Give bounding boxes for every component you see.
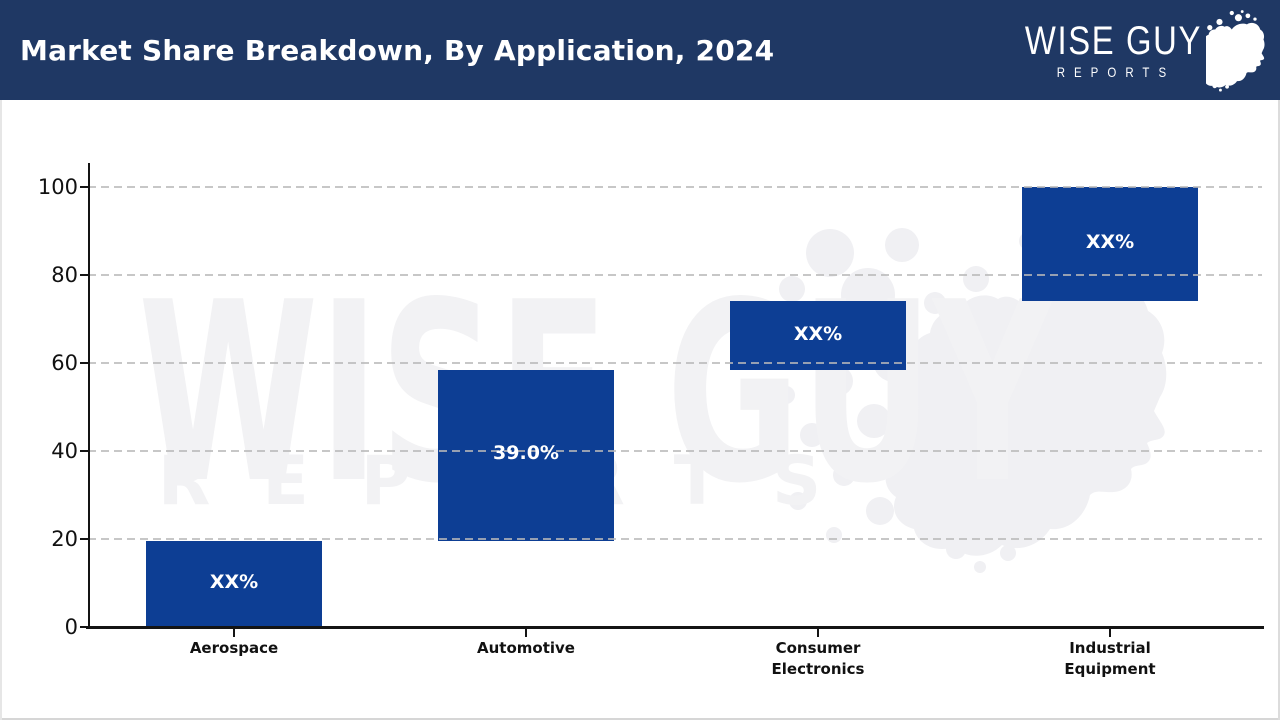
brand-wordmark: WISE GUY REPORTS	[1025, 21, 1202, 80]
y-tick-mark	[80, 362, 88, 364]
brand-face-icon	[1206, 10, 1265, 92]
x-tick-label: Consumer Electronics	[771, 639, 865, 678]
x-axis-line	[86, 626, 1264, 629]
y-tick-mark	[80, 626, 88, 628]
y-tick-label: 100	[37, 175, 78, 199]
bar	[438, 369, 614, 542]
brand-logo: WISE GUY REPORTS	[986, 0, 1268, 100]
y-tick-label: 80	[51, 263, 78, 287]
y-tick-mark	[80, 186, 88, 188]
y-tick-mark	[80, 274, 88, 276]
bar-value-label: XX%	[1085, 231, 1135, 254]
gridline	[88, 538, 1262, 540]
bar	[1022, 187, 1198, 302]
gridline	[88, 186, 1262, 188]
gridline	[88, 450, 1262, 452]
y-tick-label: 0	[64, 615, 78, 639]
x-tick-mark	[1109, 629, 1111, 637]
y-tick-label: 20	[51, 527, 78, 551]
x-tick-mark	[817, 629, 819, 637]
x-tick-label: Industrial Equipment	[1064, 639, 1156, 678]
waterfall-chart: WISE GUY REPORTS 020406080100XX%Aerospac…	[0, 100, 1280, 720]
y-tick-label: 40	[51, 439, 78, 463]
bar-value-label: XX%	[793, 322, 843, 345]
x-tick-label: Aerospace	[189, 639, 279, 657]
x-tick-label: Automotive	[477, 639, 575, 657]
y-tick-label: 60	[51, 351, 78, 375]
page-title: Market Share Breakdown, By Application, …	[20, 33, 775, 67]
brand-name: WISE GUY	[1024, 18, 1202, 63]
y-tick-mark	[80, 450, 88, 452]
x-tick-mark	[233, 629, 235, 637]
bar	[146, 541, 322, 627]
brand-subtitle: REPORTS	[1056, 63, 1176, 80]
bar-value-label: XX%	[209, 571, 259, 594]
bar	[730, 301, 906, 370]
header-banner: Market Share Breakdown, By Application, …	[0, 0, 1280, 100]
gridline	[88, 274, 1262, 276]
bar-value-label: 39.0%	[493, 442, 559, 465]
y-axis-line	[88, 163, 90, 629]
x-tick-mark	[525, 629, 527, 637]
gridline	[88, 362, 1262, 364]
y-tick-mark	[80, 538, 88, 540]
